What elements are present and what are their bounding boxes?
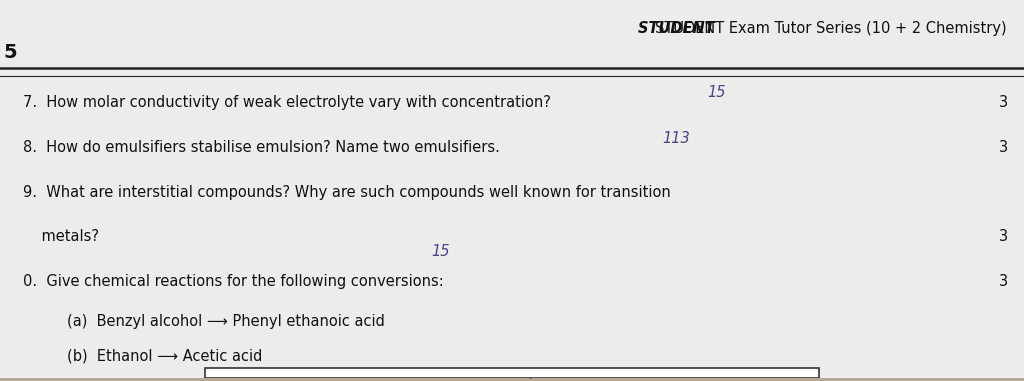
Text: 8.  How do emulsifiers stabilise emulsion? Name two emulsifiers.: 8. How do emulsifiers stabilise emulsion… [23, 140, 500, 155]
Text: 3: 3 [998, 274, 1008, 289]
Text: 113: 113 [662, 131, 690, 146]
Text: 5: 5 [3, 43, 16, 62]
Text: metals?: metals? [23, 229, 98, 244]
Text: 3: 3 [998, 94, 1008, 110]
Text: 7.  How molar conductivity of weak electrolyte vary with concentration?: 7. How molar conductivity of weak electr… [23, 94, 551, 110]
Bar [205, 368, 819, 378]
Text: ANSWER TYPE QUESTIONS: ANSWER TYPE QUESTIONS [424, 367, 600, 380]
Text: 15: 15 [708, 85, 726, 100]
Text: STUDENT Exam Tutor Series (10 + 2 Chemistry): STUDENT Exam Tutor Series (10 + 2 Chemis… [655, 21, 1007, 36]
Text: 0.  Give chemical reactions for the following conversions:: 0. Give chemical reactions for the follo… [23, 274, 443, 289]
Text: 3: 3 [998, 229, 1008, 244]
Text: (a)  Benzyl alcohol ⟶ Phenyl ethanoic acid: (a) Benzyl alcohol ⟶ Phenyl ethanoic aci… [67, 314, 384, 329]
Text: STUDENT: STUDENT [638, 21, 1007, 36]
Text: 9.  What are interstitial compounds? Why are such compounds well known for trans: 9. What are interstitial compounds? Why … [23, 186, 671, 200]
Text: (b)  Ethanol ⟶ Acetic acid: (b) Ethanol ⟶ Acetic acid [67, 348, 262, 363]
Text: 3: 3 [998, 140, 1008, 155]
Text: 15: 15 [431, 244, 450, 259]
